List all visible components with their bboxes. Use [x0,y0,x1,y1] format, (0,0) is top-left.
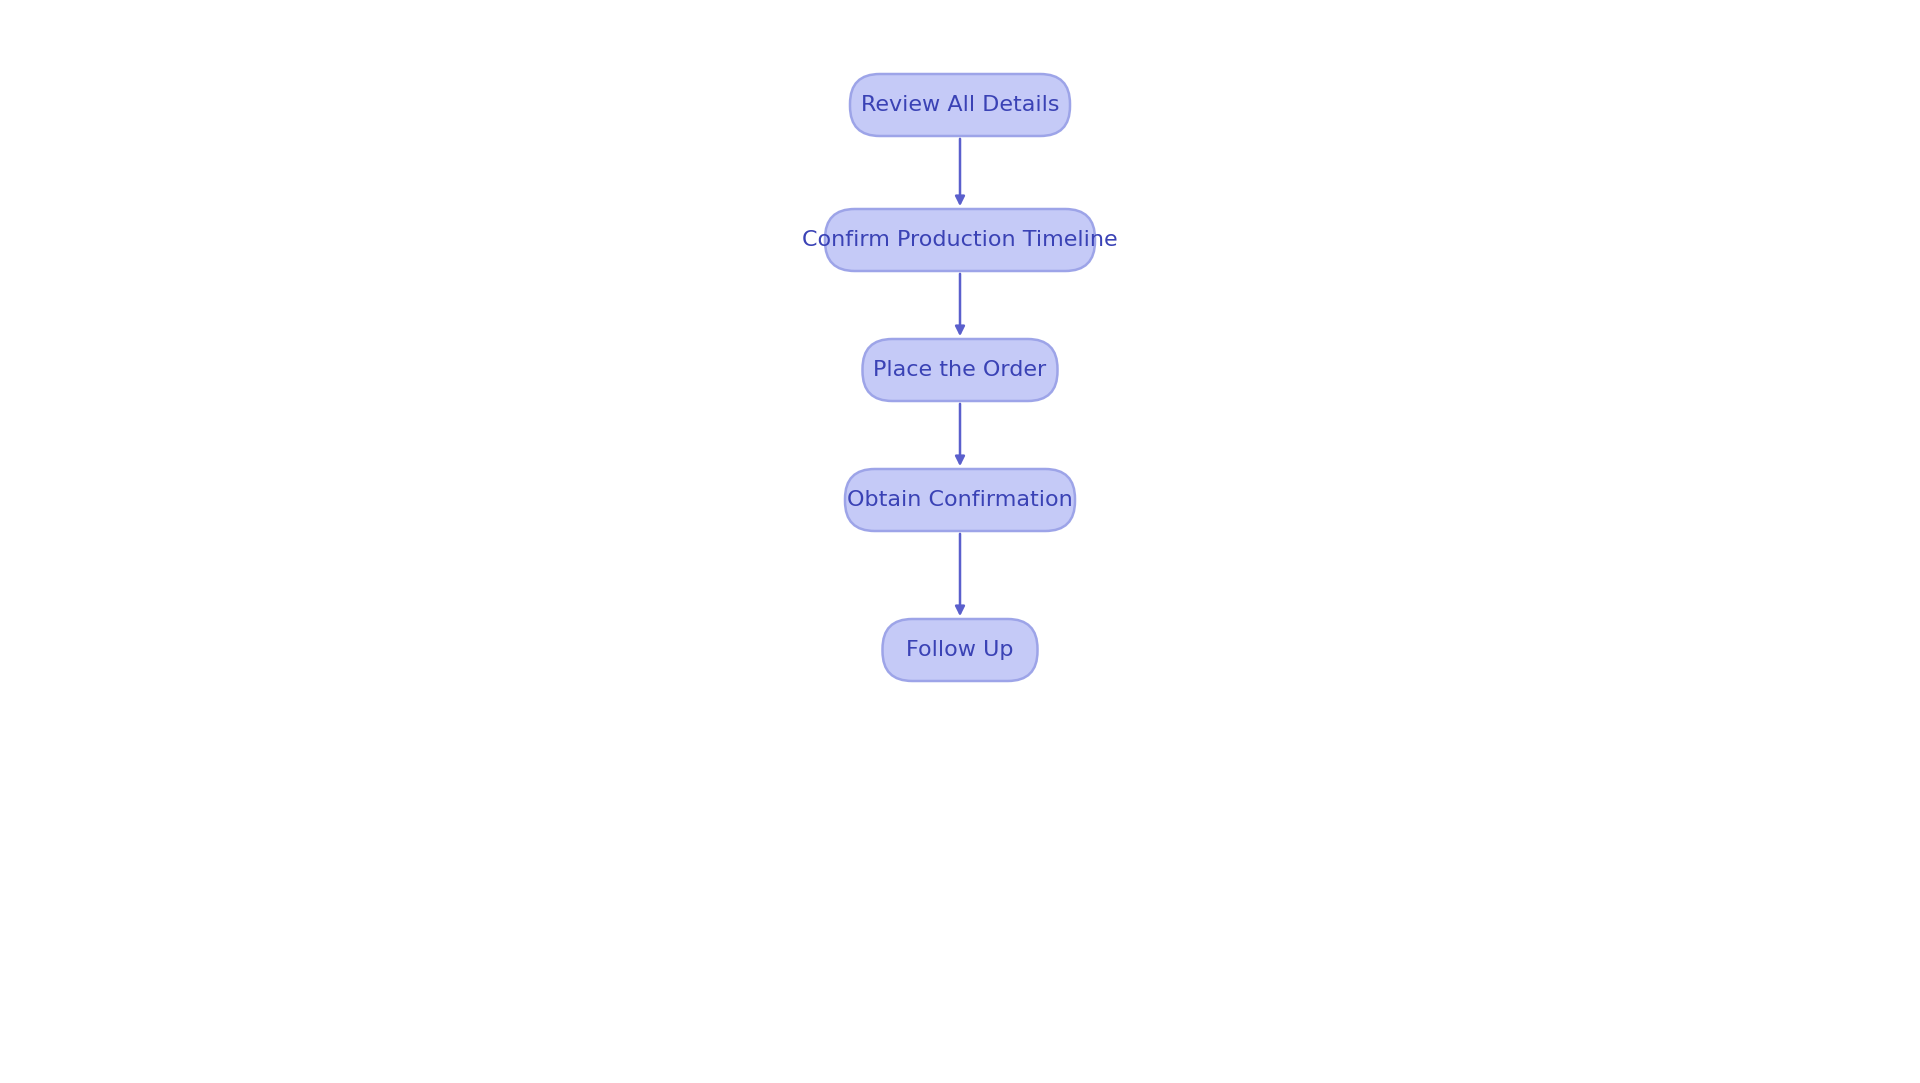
FancyBboxPatch shape [851,74,1069,136]
Text: Obtain Confirmation: Obtain Confirmation [847,490,1073,510]
FancyBboxPatch shape [845,469,1075,531]
FancyBboxPatch shape [862,339,1058,401]
Text: Review All Details: Review All Details [860,95,1060,115]
Text: Follow Up: Follow Up [906,640,1014,660]
FancyBboxPatch shape [883,619,1037,681]
Text: Place the Order: Place the Order [874,360,1046,380]
Text: Confirm Production Timeline: Confirm Production Timeline [803,230,1117,250]
FancyBboxPatch shape [826,209,1094,271]
